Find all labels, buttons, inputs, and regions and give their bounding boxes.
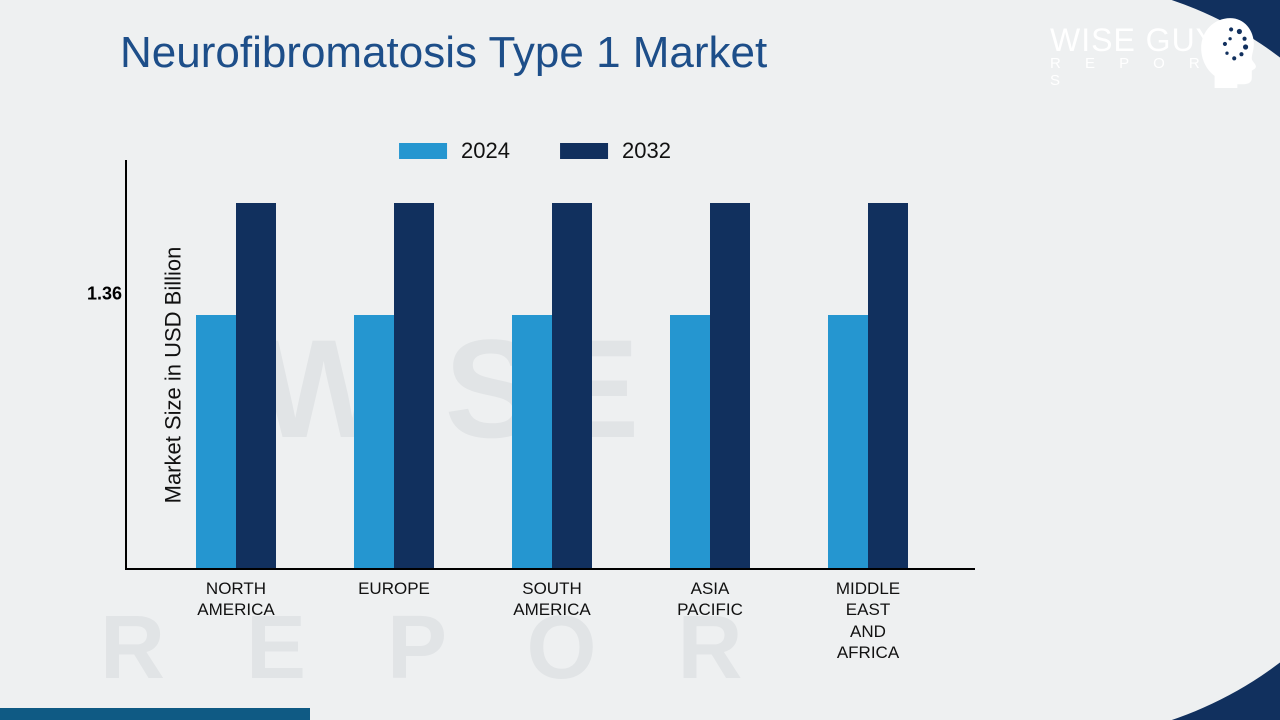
bar xyxy=(670,315,710,568)
logo-head-icon xyxy=(1196,16,1258,88)
bar xyxy=(394,203,434,568)
x-axis-label: SOUTHAMERICA xyxy=(482,578,622,621)
x-axis-label: NORTHAMERICA xyxy=(166,578,306,621)
bar-group: SOUTHAMERICA xyxy=(497,203,607,568)
market-chart: Market Size in USD Billion 2024 2032 NOR… xyxy=(95,160,975,590)
bar-group: ASIAPACIFIC xyxy=(655,203,765,568)
bar xyxy=(354,315,394,568)
legend-swatch-2032 xyxy=(560,143,608,159)
bar xyxy=(236,203,276,568)
x-axis-label: EUROPE xyxy=(324,578,464,599)
bar xyxy=(552,203,592,568)
bar-group: NORTHAMERICA xyxy=(181,203,291,568)
bar xyxy=(710,203,750,568)
bar-group: MIDDLEEASTANDAFRICA xyxy=(813,203,923,568)
right-panel xyxy=(1040,0,1280,720)
legend-swatch-2024 xyxy=(399,143,447,159)
page-title: Neurofibromatosis Type 1 Market xyxy=(120,28,767,78)
bar xyxy=(828,315,868,568)
bar xyxy=(868,203,908,568)
x-axis-label: ASIAPACIFIC xyxy=(640,578,780,621)
bar-group: EUROPE xyxy=(339,203,449,568)
x-axis-label: MIDDLEEASTANDAFRICA xyxy=(798,578,938,663)
chart-plot-area: NORTHAMERICA EUROPE SOUTHAMERICA ASIAPACIFI… xyxy=(125,160,975,570)
y-axis-tick: 1.36 xyxy=(67,283,122,304)
bottom-accent-bar xyxy=(0,708,310,720)
bar xyxy=(512,315,552,568)
page-root: WISE GUY R E P O R T S Neurofibromatosis… xyxy=(0,0,1280,720)
bar xyxy=(196,315,236,568)
brand-logo: WISE GUY R E P O R T S xyxy=(1050,22,1250,89)
